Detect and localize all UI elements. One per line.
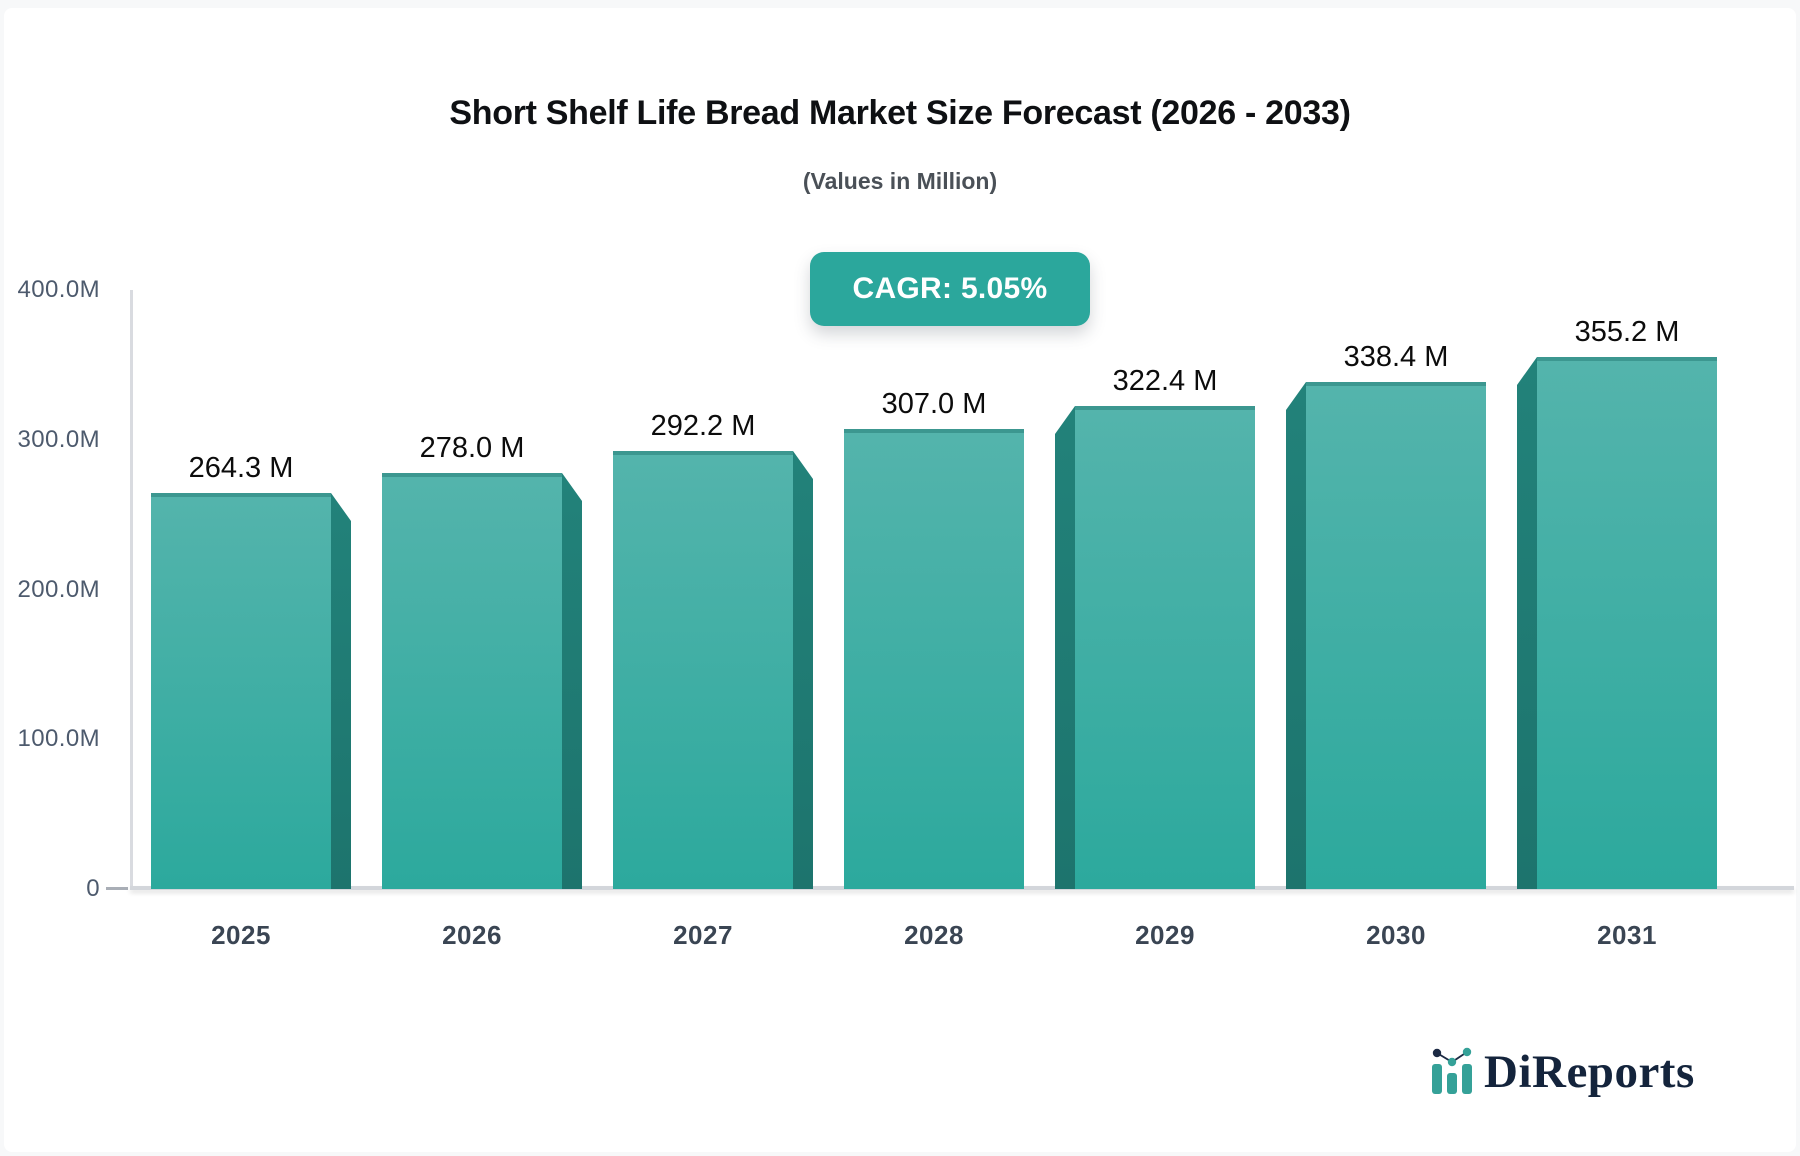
bar-face: [382, 473, 562, 889]
bar-value-label: 338.4 M: [1343, 341, 1449, 373]
y-tick-label: 0: [86, 875, 100, 902]
x-category-label: 2028: [904, 920, 964, 950]
bar-face: [151, 493, 331, 889]
bar-face: [1306, 382, 1486, 889]
mini-bar-chart-icon: [1432, 1047, 1472, 1094]
bar-2027: [613, 451, 813, 889]
cagr-badge-label: CAGR: 5.05%: [852, 272, 1048, 305]
x-category-label: 2026: [442, 920, 502, 950]
bar-value-label: 292.2 M: [650, 410, 756, 442]
bar-face: [844, 429, 1024, 889]
y-tick-label: 400.0M: [17, 276, 100, 303]
logo-text: DiReports: [1484, 1046, 1695, 1098]
bar-value-label: 264.3 M: [188, 452, 294, 484]
x-category-label: 2027: [673, 920, 733, 950]
bar-value-label: 355.2 M: [1574, 316, 1680, 348]
y-axis-line: [130, 290, 133, 889]
bar-2030: [1286, 382, 1486, 889]
bar-3d-side: [1286, 382, 1306, 889]
bar-2028: [844, 429, 1024, 889]
bar-face: [1537, 357, 1717, 889]
cagr-badge: CAGR: 5.05%: [810, 252, 1090, 326]
chart-subtitle: (Values in Million): [802, 168, 998, 194]
bar-value-label: 322.4 M: [1112, 365, 1218, 397]
chart-title: Short Shelf Life Bread Market Size Forec…: [449, 94, 1351, 132]
y-tick-label: 300.0M: [17, 425, 100, 453]
bar-face: [1075, 406, 1255, 889]
bar-3d-side: [331, 493, 351, 889]
bar-face: [613, 451, 793, 889]
x-category-label: 2025: [211, 920, 271, 950]
x-category-label: 2031: [1597, 920, 1657, 950]
bar-3d-side: [793, 451, 813, 889]
bar-3d-side: [562, 473, 582, 889]
bar-3d-side: [1517, 357, 1537, 889]
direports-logo: DiReports: [1430, 1036, 1695, 1108]
bar-2025: [151, 493, 351, 889]
bar-value-label: 278.0 M: [419, 432, 525, 464]
bar-2031: [1517, 357, 1717, 889]
y-tick-label: 200.0M: [17, 575, 100, 603]
bar-2029: [1055, 406, 1255, 889]
y-tick-label: 100.0M: [17, 725, 100, 753]
x-category-label: 2029: [1135, 920, 1195, 950]
x-category-label: 2030: [1366, 920, 1426, 950]
bar-3d-side: [1055, 406, 1075, 889]
bar-value-label: 307.0 M: [881, 388, 987, 420]
zero-tick-mark: [106, 887, 128, 890]
bar-2026: [382, 473, 582, 889]
